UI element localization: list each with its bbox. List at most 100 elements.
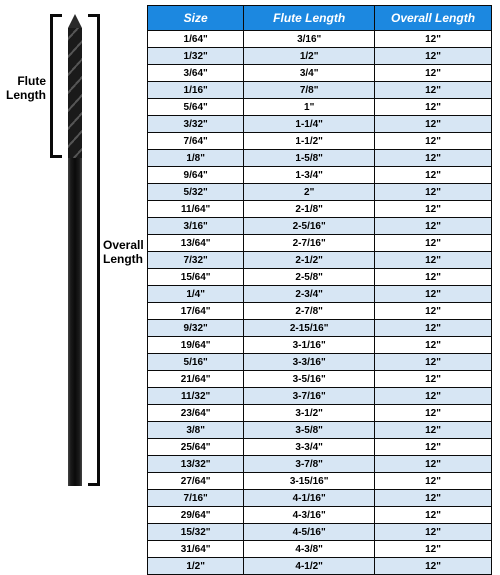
table-row: 15/64"2-5/8"12": [148, 269, 492, 286]
table-cell: 9/64": [148, 167, 244, 184]
table-row: 17/64"2-7/8"12": [148, 303, 492, 320]
table-row: 21/64"3-5/16"12": [148, 371, 492, 388]
table-row: 15/32"4-5/16"12": [148, 524, 492, 541]
table-body: 1/64"3/16"12"1/32"1/2"12"3/64"3/4"12"1/1…: [148, 31, 492, 575]
table-cell: 3/4": [244, 65, 375, 82]
table-cell: 12": [375, 524, 492, 541]
drill-shank: [68, 158, 82, 486]
table-cell: 25/64": [148, 439, 244, 456]
table-cell: 1": [244, 99, 375, 116]
table-row: 13/64"2-7/16"12": [148, 235, 492, 252]
diagram-panel: Flute Length Overall Length: [0, 0, 145, 500]
table-cell: 3-7/16": [244, 388, 375, 405]
table-cell: 12": [375, 320, 492, 337]
table-cell: 19/64": [148, 337, 244, 354]
table-cell: 23/64": [148, 405, 244, 422]
table-row: 25/64"3-3/4"12": [148, 439, 492, 456]
table-cell: 12": [375, 48, 492, 65]
table-cell: 3-3/4": [244, 439, 375, 456]
table-row: 9/64"1-3/4"12": [148, 167, 492, 184]
table-cell: 13/32": [148, 456, 244, 473]
table-cell: 7/64": [148, 133, 244, 150]
table-cell: 1-1/2": [244, 133, 375, 150]
overall-length-label: Overall Length: [103, 238, 148, 267]
table-cell: 15/32": [148, 524, 244, 541]
table-cell: 3-3/16": [244, 354, 375, 371]
table-row: 5/64"1"12": [148, 99, 492, 116]
table-cell: 1-1/4": [244, 116, 375, 133]
table-cell: 3/16": [148, 218, 244, 235]
table-cell: 1/4": [148, 286, 244, 303]
flute-bracket: [50, 14, 62, 158]
table-row: 7/64"1-1/2"12": [148, 133, 492, 150]
table-row: 1/16"7/8"12": [148, 82, 492, 99]
table-cell: 31/64": [148, 541, 244, 558]
table-cell: 2-7/8": [244, 303, 375, 320]
table-cell: 2-1/2": [244, 252, 375, 269]
table-cell: 12": [375, 388, 492, 405]
table-cell: 3/32": [148, 116, 244, 133]
table-cell: 1/32": [148, 48, 244, 65]
size-table: Size Flute Length Overall Length 1/64"3/…: [147, 5, 492, 575]
table-cell: 12": [375, 65, 492, 82]
table-row: 7/32"2-1/2"12": [148, 252, 492, 269]
table-cell: 12": [375, 133, 492, 150]
table-row: 1/64"3/16"12": [148, 31, 492, 48]
table-cell: 12": [375, 150, 492, 167]
table-cell: 3-5/16": [244, 371, 375, 388]
table-cell: 11/32": [148, 388, 244, 405]
table-cell: 5/64": [148, 99, 244, 116]
table-cell: 12": [375, 405, 492, 422]
table-row: 11/64"2-1/8"12": [148, 201, 492, 218]
table-cell: 1/16": [148, 82, 244, 99]
table-cell: 12": [375, 252, 492, 269]
table-row: 23/64"3-1/2"12": [148, 405, 492, 422]
table-cell: 12": [375, 303, 492, 320]
table-cell: 12": [375, 473, 492, 490]
table-cell: 1/64": [148, 31, 244, 48]
table-row: 3/32"1-1/4"12": [148, 116, 492, 133]
table-row: 9/32"2-15/16"12": [148, 320, 492, 337]
table-row: 3/8"3-5/8"12": [148, 422, 492, 439]
table-cell: 5/16": [148, 354, 244, 371]
col-header-size: Size: [148, 6, 244, 31]
table-row: 27/64"3-15/16"12": [148, 473, 492, 490]
table-row: 19/64"3-1/16"12": [148, 337, 492, 354]
table-cell: 3/64": [148, 65, 244, 82]
table-cell: 3-1/2": [244, 405, 375, 422]
table-row: 1/8"1-5/8"12": [148, 150, 492, 167]
flute-length-label: Flute Length: [6, 74, 46, 103]
overall-bracket: [88, 14, 100, 486]
table-cell: 2": [244, 184, 375, 201]
table-cell: 12": [375, 82, 492, 99]
table-cell: 3-5/8": [244, 422, 375, 439]
table-cell: 21/64": [148, 371, 244, 388]
table-cell: 2-5/8": [244, 269, 375, 286]
table-cell: 29/64": [148, 507, 244, 524]
table-row: 1/4"2-3/4"12": [148, 286, 492, 303]
table-cell: 12": [375, 456, 492, 473]
table-row: 5/16"3-3/16"12": [148, 354, 492, 371]
table-cell: 15/64": [148, 269, 244, 286]
table-cell: 12": [375, 31, 492, 48]
table-cell: 12": [375, 371, 492, 388]
table-row: 13/32"3-7/8"12": [148, 456, 492, 473]
table-cell: 12": [375, 354, 492, 371]
table-cell: 12": [375, 235, 492, 252]
drill-flute: [68, 28, 82, 158]
table-cell: 4-3/8": [244, 541, 375, 558]
drill-tip: [68, 14, 82, 28]
table-cell: 12": [375, 337, 492, 354]
table-cell: 7/32": [148, 252, 244, 269]
table-cell: 12": [375, 558, 492, 575]
table-cell: 2-3/4": [244, 286, 375, 303]
table-cell: 4-3/16": [244, 507, 375, 524]
col-header-flute: Flute Length: [244, 6, 375, 31]
table-header-row: Size Flute Length Overall Length: [148, 6, 492, 31]
table-cell: 9/32": [148, 320, 244, 337]
table-cell: 4-1/2": [244, 558, 375, 575]
table-cell: 1-5/8": [244, 150, 375, 167]
table-row: 3/16"2-5/16"12": [148, 218, 492, 235]
drill-bit-illustration: [68, 14, 82, 486]
table-row: 31/64"4-3/8"12": [148, 541, 492, 558]
